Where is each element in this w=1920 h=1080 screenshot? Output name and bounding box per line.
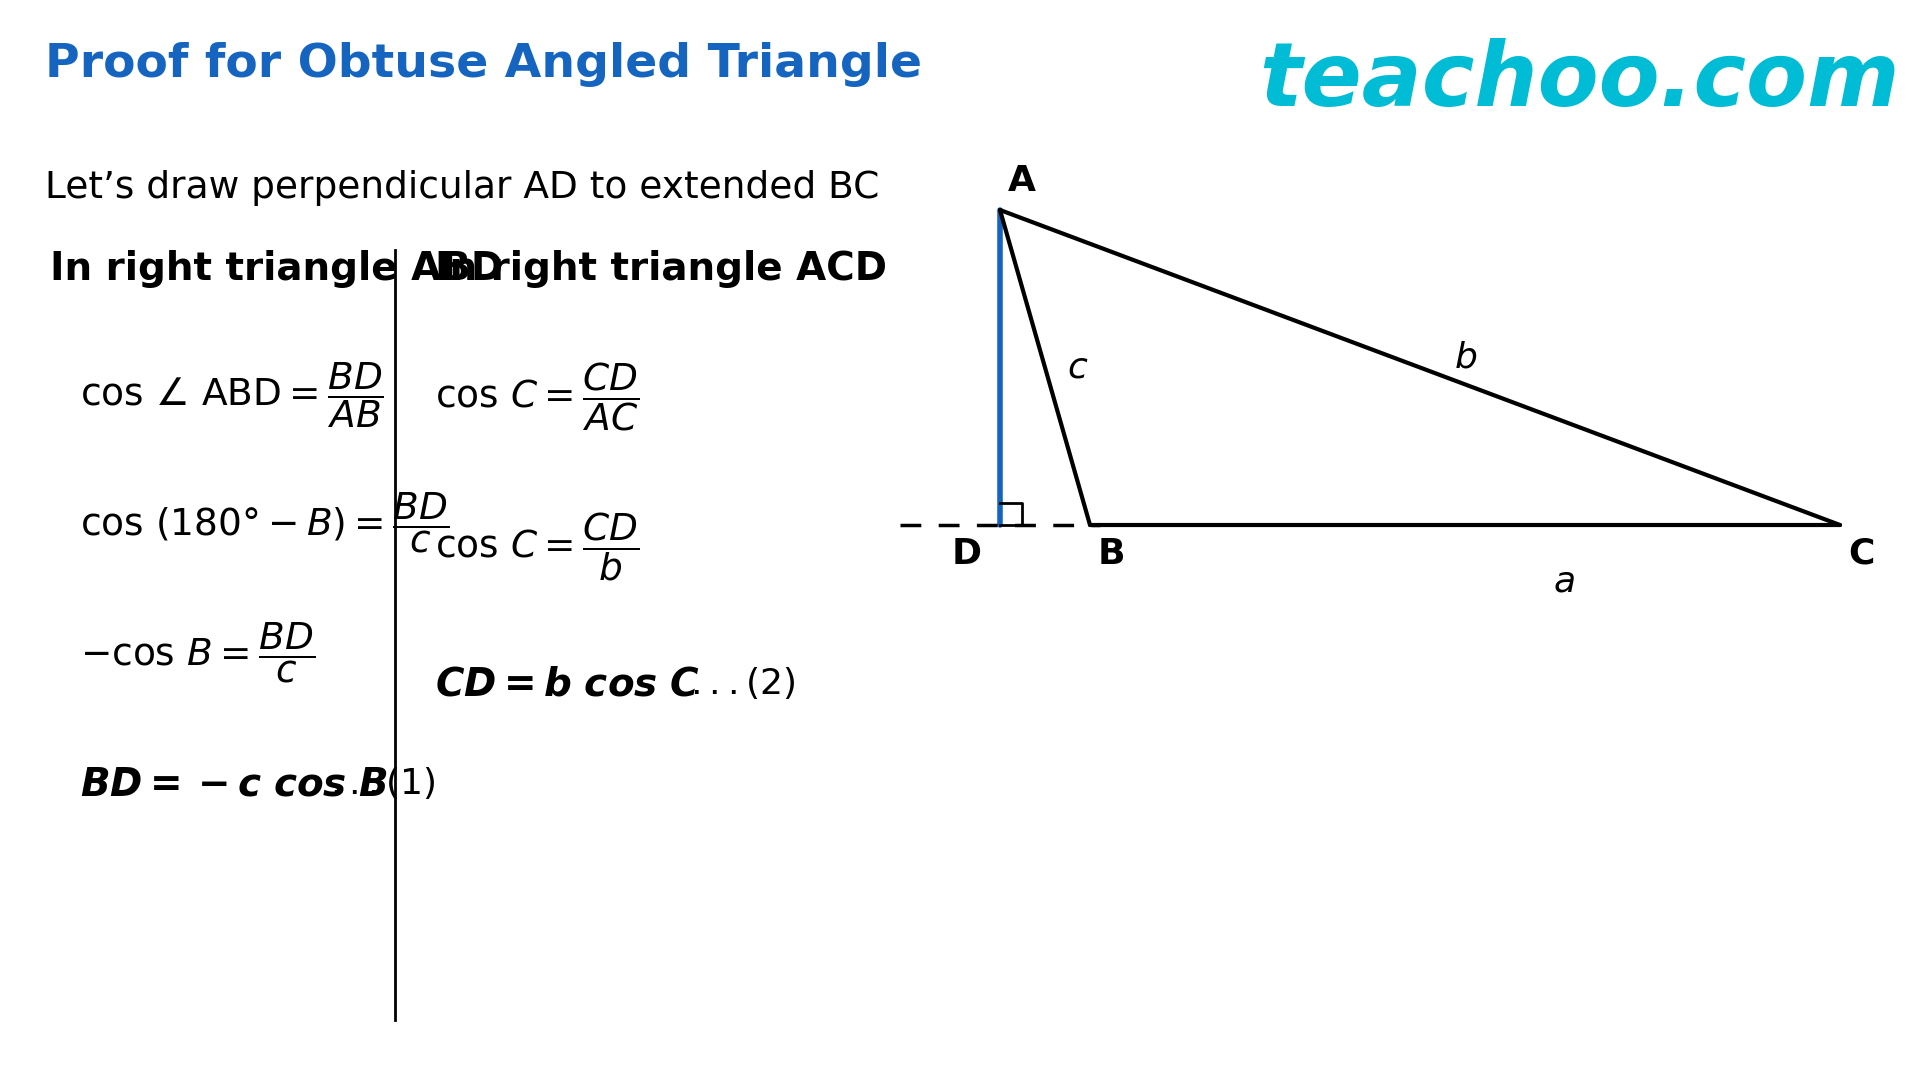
Text: $\mathrm{cos}\ C = \dfrac{CD}{b}$: $\mathrm{cos}\ C = \dfrac{CD}{b}$ [436,510,639,583]
Text: In right triangle ACD: In right triangle ACD [436,249,887,288]
Text: B: B [1098,537,1125,571]
Text: $\boldsymbol{BD = -c\ cos\ B}$: $\boldsymbol{BD = -c\ cos\ B}$ [81,765,388,804]
Text: Proof for Obtuse Angled Triangle: Proof for Obtuse Angled Triangle [44,42,922,87]
Text: c: c [1068,351,1087,384]
Text: a: a [1553,565,1576,599]
Text: $...(1)$: $...(1)$ [330,765,436,801]
Text: C: C [1847,537,1874,571]
Text: $\mathrm{cos}\ C = \dfrac{CD}{AC}$: $\mathrm{cos}\ C = \dfrac{CD}{AC}$ [436,360,639,433]
Text: A: A [1008,164,1037,198]
Text: $\boldsymbol{CD = b\ cos\ C}$: $\boldsymbol{CD = b\ cos\ C}$ [436,665,699,703]
Text: $\mathrm{cos}\ \angle\ \mathrm{ABD} = \dfrac{BD}{AB}$: $\mathrm{cos}\ \angle\ \mathrm{ABD} = \d… [81,360,384,430]
Text: $...(2)$: $...(2)$ [689,665,795,701]
Text: D: D [952,537,981,571]
Text: b: b [1455,340,1478,375]
Text: teachoo.com: teachoo.com [1260,38,1901,125]
Text: $\mathrm{cos}\ (180° - B) = \dfrac{BD}{c}$: $\mathrm{cos}\ (180° - B) = \dfrac{BD}{c… [81,490,449,555]
Text: Let’s draw perpendicular AD to extended BC: Let’s draw perpendicular AD to extended … [44,170,879,206]
Text: $-\mathrm{cos}\ B = \dfrac{BD}{c}$: $-\mathrm{cos}\ B = \dfrac{BD}{c}$ [81,620,315,685]
Text: In right triangle ABD: In right triangle ABD [50,249,503,288]
